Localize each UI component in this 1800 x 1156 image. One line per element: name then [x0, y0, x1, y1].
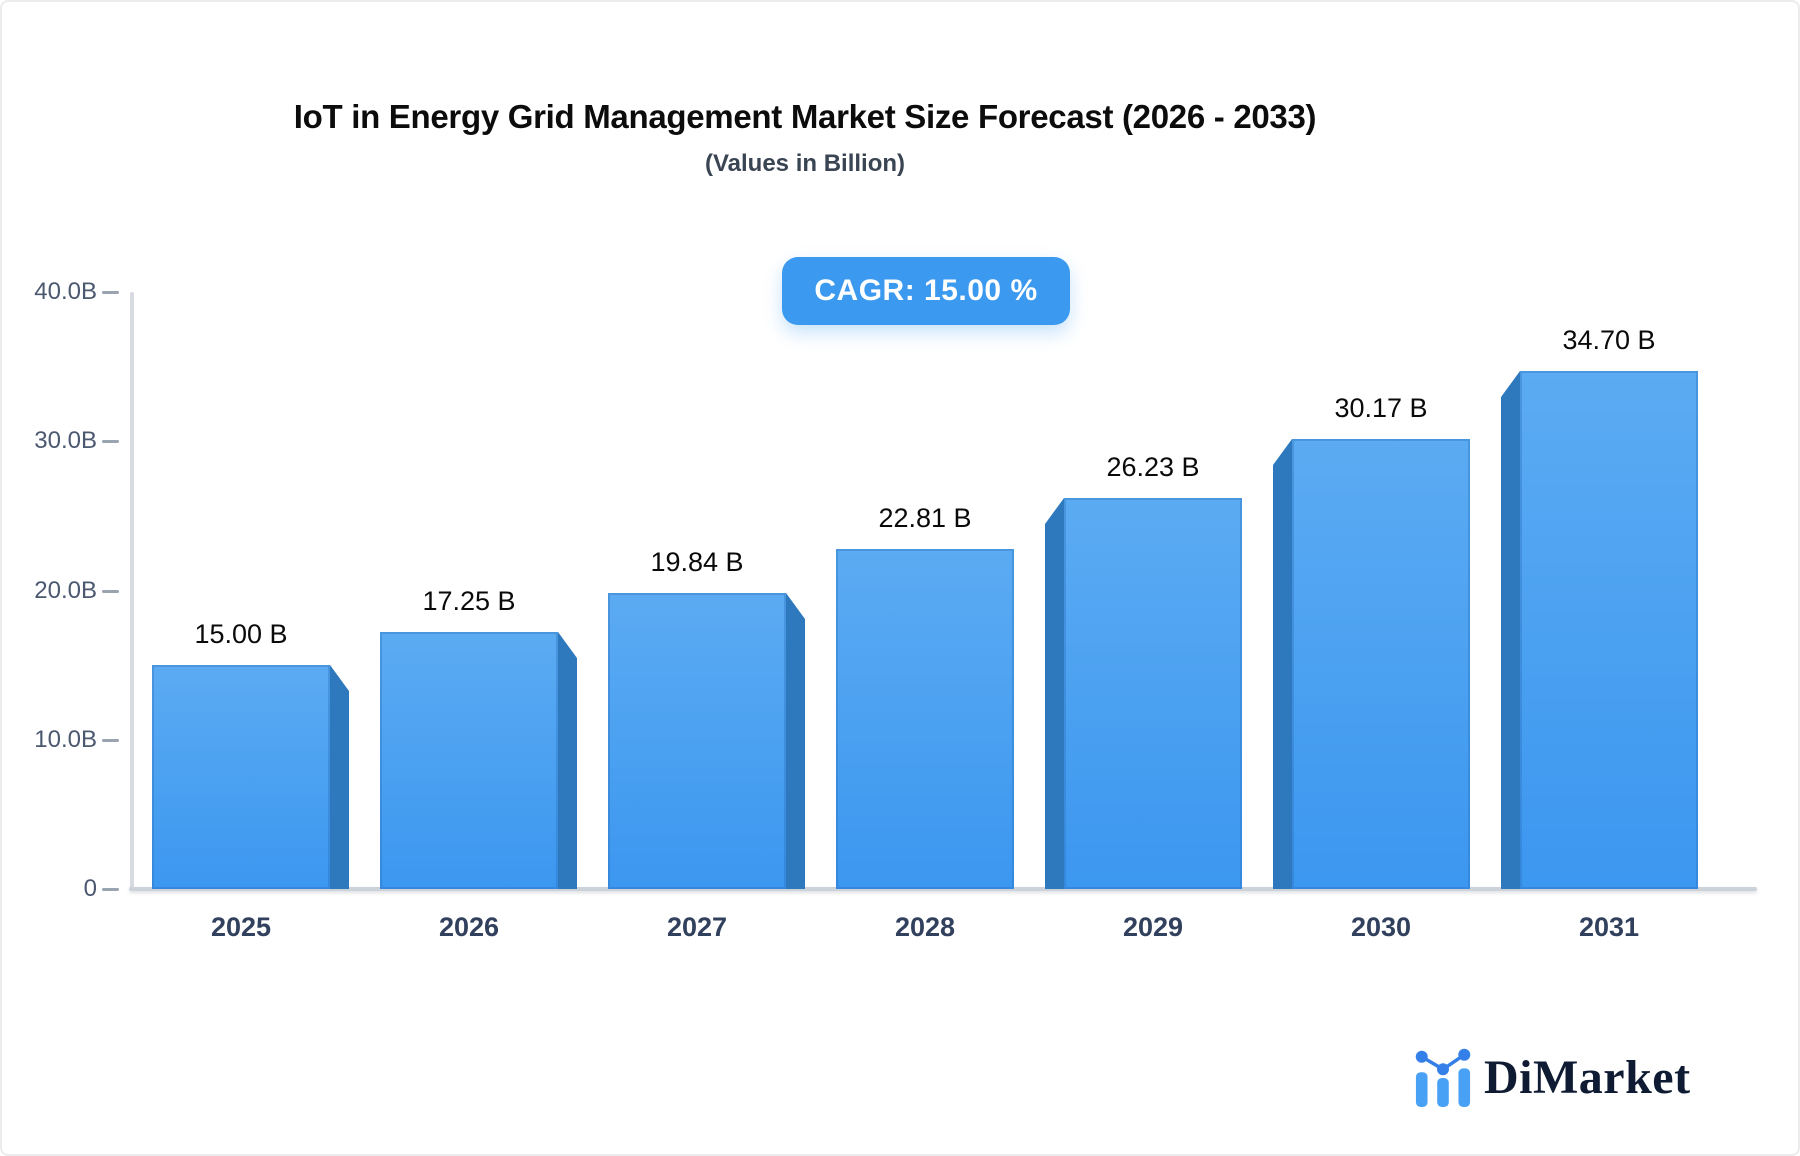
- bar-3d-side: [1273, 439, 1292, 889]
- bar-2029: [1064, 498, 1242, 889]
- bar-3d-side: [1501, 371, 1520, 889]
- bar-value-label: 19.84 B: [650, 547, 744, 577]
- bar-2027: [608, 593, 786, 889]
- bar-3d-side: [558, 632, 577, 889]
- y-axis-tick-label: 30.0B: [34, 427, 97, 455]
- chart-title: IoT in Energy Grid Management Market Siz…: [293, 98, 1317, 135]
- mini-bar-chart-icon: [1414, 1047, 1472, 1109]
- y-axis-tick-mark: [102, 291, 119, 294]
- x-axis-label-2026: 2026: [438, 912, 500, 942]
- x-axis-label-2029: 2029: [1122, 912, 1184, 942]
- x-axis-label-2025: 2025: [210, 912, 272, 942]
- y-axis-line: [130, 292, 134, 889]
- bar-3d-side: [786, 593, 805, 889]
- y-axis-tick-mark: [102, 738, 119, 742]
- bar-2031: [1520, 371, 1698, 889]
- brand-name: DiMarket: [1484, 1051, 1691, 1104]
- bar-value-label: 26.23 B: [1106, 452, 1200, 482]
- bar-value-label: 34.70 B: [1562, 325, 1656, 355]
- bar-3d-side: [1045, 498, 1064, 889]
- x-axis-label-2031: 2031: [1578, 912, 1640, 942]
- x-axis-label-2028: 2028: [894, 912, 956, 942]
- x-axis-label-2030: 2030: [1350, 912, 1412, 942]
- bar-3d-side: [330, 665, 349, 889]
- bar-2025: [152, 665, 330, 889]
- y-axis-tick-mark: [102, 888, 119, 891]
- bar-value-label: 17.25 B: [422, 586, 516, 616]
- x-axis-baseline: [129, 887, 1757, 891]
- bar-2030: [1292, 439, 1470, 889]
- chart-subtitle: (Values in Billion): [704, 150, 906, 177]
- bar-2028: [836, 549, 1014, 889]
- bar-2026: [380, 632, 558, 889]
- bar-value-label: 15.00 B: [194, 619, 288, 649]
- bar-value-label: 22.81 B: [878, 503, 972, 533]
- bar-value-label: 30.17 B: [1334, 393, 1428, 423]
- y-axis-tick-label: 20.0B: [34, 576, 97, 604]
- brand-logo: DiMarket: [1414, 1046, 1691, 1110]
- y-axis-tick-mark: [102, 440, 119, 444]
- y-axis-tick-mark: [102, 589, 119, 593]
- y-axis-tick-label: 40.0B: [34, 278, 97, 305]
- cagr-badge: CAGR: 15.00 %: [782, 257, 1070, 325]
- y-axis-tick-label: 10.0B: [34, 725, 97, 753]
- x-axis-label-2027: 2027: [666, 912, 728, 942]
- y-axis-tick-label: 0: [83, 875, 97, 902]
